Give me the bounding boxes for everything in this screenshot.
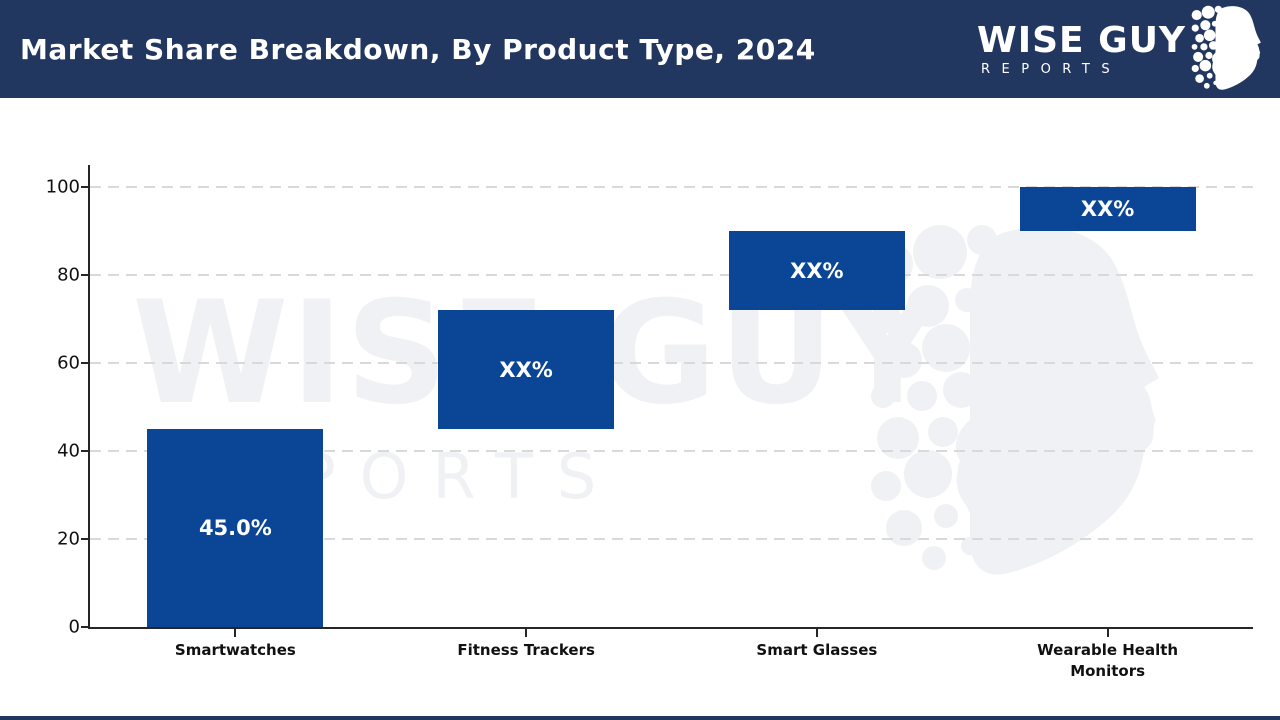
grid-line [90, 274, 1253, 276]
brand-head-icon [1191, 5, 1261, 90]
bar [728, 231, 905, 311]
x-tick [1106, 629, 1109, 637]
x-tick [815, 629, 818, 637]
grid-line [90, 450, 1253, 452]
y-tick [81, 186, 89, 188]
brand-subtitle: REPORTS [980, 61, 1122, 77]
y-tick-label: 80 [57, 264, 80, 286]
y-tick-label: 20 [57, 528, 80, 550]
x-category-label: Wearable Health Monitors [1037, 641, 1179, 680]
y-tick-label: 40 [57, 440, 80, 462]
y-tick [81, 538, 89, 540]
bar [438, 310, 615, 429]
bar-value-label: XX% [499, 357, 553, 382]
y-tick-label: 100 [45, 176, 80, 198]
brand-logo: WISE GUY REPORTS [977, 5, 1266, 93]
y-tick [81, 362, 89, 364]
x-category-label: Fitness Trackers [457, 641, 595, 659]
bar-value-label: 45.0% [198, 516, 272, 540]
x-axis-spine [88, 627, 1253, 629]
bar-value-label: XX% [790, 258, 844, 283]
grid-line [90, 362, 1253, 364]
watermark-head-icon [871, 225, 1159, 575]
x-tick [234, 629, 237, 637]
header-banner: Market Share Breakdown, By Product Type,… [0, 0, 1280, 98]
grid-line [90, 538, 1253, 540]
bar [147, 429, 324, 627]
x-category-label: Smart Glasses [756, 641, 878, 659]
x-tick [525, 629, 528, 637]
y-tick [81, 450, 89, 452]
grid-line [90, 186, 1253, 188]
y-axis-spine [88, 165, 90, 629]
x-category-label: Smartwatches [174, 641, 296, 659]
footer-strip [0, 716, 1280, 720]
page-title: Market Share Breakdown, By Product Type,… [20, 32, 816, 66]
bar-value-label: XX% [1080, 197, 1135, 221]
y-tick-label: 60 [57, 352, 80, 374]
y-tick [81, 274, 89, 276]
brand-name: WISE GUY [976, 19, 1186, 61]
y-tick [81, 626, 89, 628]
bar [1019, 187, 1196, 231]
brand-wordmark: WISE GUY REPORTS [976, 19, 1186, 77]
y-tick-label: 0 [68, 616, 80, 638]
